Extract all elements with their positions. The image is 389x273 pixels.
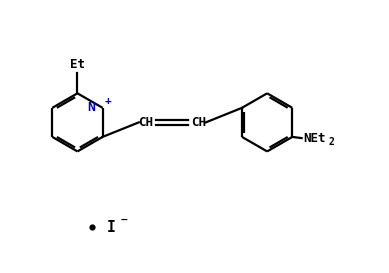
Text: NEt: NEt <box>304 132 326 146</box>
Text: CH: CH <box>191 116 206 129</box>
Text: −: − <box>121 215 127 225</box>
Text: I: I <box>107 220 116 235</box>
Text: CH: CH <box>138 116 154 129</box>
Text: Et: Et <box>70 58 85 71</box>
Text: 2: 2 <box>329 137 335 147</box>
Text: +: + <box>105 96 112 106</box>
Text: N: N <box>88 101 95 114</box>
